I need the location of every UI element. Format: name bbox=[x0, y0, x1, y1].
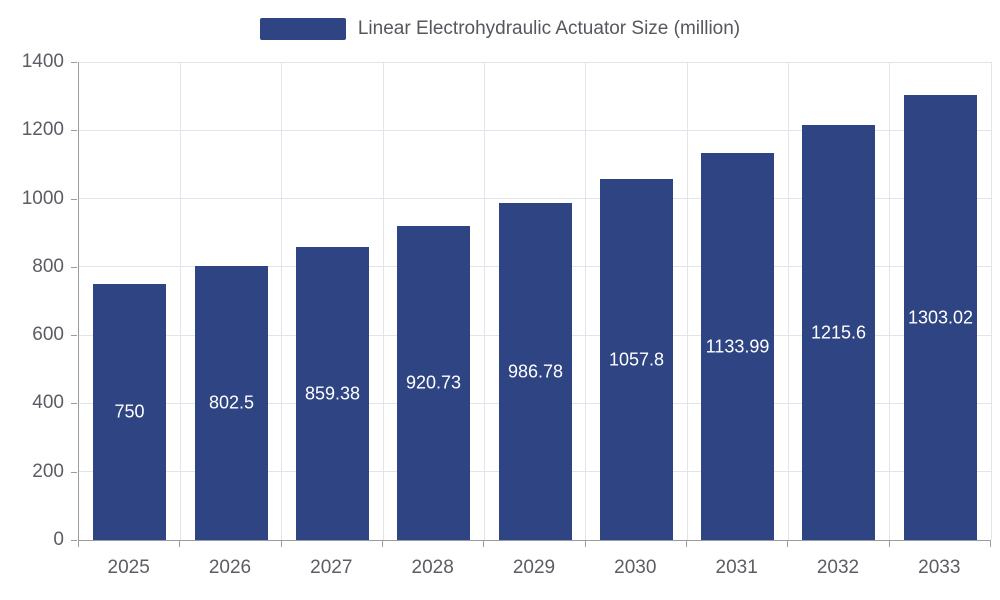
gridline-vertical bbox=[281, 62, 283, 540]
bar-2025[interactable]: 750 bbox=[93, 284, 166, 540]
plot-area: 750 802.5 859.38 920.73 986.78 1057.8 1133.99 1… bbox=[78, 61, 992, 541]
gridline-vertical bbox=[585, 62, 587, 540]
legend-label: Linear Electrohydraulic Actuator Size (m… bbox=[357, 18, 741, 39]
x-axis-label: 2028 bbox=[411, 557, 454, 578]
bar-value-label: 986.78 bbox=[507, 361, 564, 381]
y-axis-tick bbox=[71, 403, 77, 405]
bar-2026[interactable]: 802.5 bbox=[195, 266, 268, 540]
x-axis-label: 2025 bbox=[107, 557, 150, 578]
bar-2032[interactable]: 1215.6 bbox=[802, 125, 875, 540]
x-axis-label: 2027 bbox=[310, 557, 353, 578]
y-axis-tick bbox=[71, 198, 77, 200]
y-axis-tick-label: 800 bbox=[32, 255, 64, 277]
x-axis-label: 2030 bbox=[614, 557, 657, 578]
y-axis-tick-label: 0 bbox=[53, 529, 64, 550]
bar-2030[interactable]: 1057.8 bbox=[600, 179, 673, 540]
y-axis-tick bbox=[71, 130, 77, 132]
y-axis-tick-label: 600 bbox=[32, 324, 64, 346]
gridline-vertical bbox=[686, 62, 688, 540]
x-axis-tick bbox=[179, 541, 181, 547]
bar-2029[interactable]: 986.78 bbox=[499, 203, 572, 540]
bar-2033[interactable]: 1303.02 bbox=[904, 95, 977, 540]
x-axis-tick bbox=[888, 541, 890, 547]
bar-value-label: 1303.02 bbox=[907, 307, 974, 327]
y-axis-tick bbox=[71, 266, 77, 268]
gridline-horizontal bbox=[79, 61, 991, 63]
gridline-vertical bbox=[990, 62, 992, 540]
x-axis-tick bbox=[78, 541, 79, 547]
x-axis-label: 2033 bbox=[918, 557, 961, 578]
gridline-vertical bbox=[787, 62, 789, 540]
legend-swatch bbox=[259, 18, 346, 40]
bar-2031[interactable]: 1133.99 bbox=[701, 153, 774, 540]
y-axis-tick-label: 1200 bbox=[21, 119, 64, 141]
y-axis-tick bbox=[71, 471, 77, 473]
y-axis-tick-label: 200 bbox=[32, 460, 64, 482]
y-axis-tick bbox=[71, 62, 77, 63]
x-axis-label: 2026 bbox=[208, 557, 252, 578]
gridline-horizontal bbox=[79, 198, 991, 200]
x-axis-tick bbox=[382, 541, 383, 547]
x-axis-label: 2032 bbox=[816, 557, 860, 578]
bar-value-label: 802.5 bbox=[208, 392, 255, 413]
y-axis-tick-label: 1000 bbox=[21, 187, 64, 209]
legend-item[interactable]: Linear Electrohydraulic Actuator Size (m… bbox=[259, 18, 741, 40]
bar-2027[interactable]: 859.38 bbox=[296, 247, 369, 540]
bar-value-label: 1133.99 bbox=[705, 336, 770, 356]
x-axis-label: 2031 bbox=[715, 557, 758, 578]
y-axis-tick bbox=[71, 335, 77, 337]
gridline-vertical bbox=[382, 62, 384, 540]
x-axis-label: 2029 bbox=[512, 557, 556, 578]
gridline-horizontal bbox=[79, 129, 991, 131]
x-axis-tick bbox=[584, 541, 586, 547]
gridline-vertical bbox=[179, 62, 181, 540]
bar-2028[interactable]: 920.73 bbox=[397, 226, 470, 540]
y-axis-tick-label: 400 bbox=[32, 392, 64, 414]
legend: Linear Electrohydraulic Actuator Size (m… bbox=[0, 18, 1000, 40]
y-axis-tick bbox=[71, 540, 77, 541]
gridline-vertical bbox=[483, 62, 485, 540]
gridline-vertical bbox=[889, 62, 891, 540]
bar-value-label: 750 bbox=[114, 401, 145, 422]
bar-value-label: 1215.6 bbox=[810, 322, 867, 342]
y-axis-tick-label: 1400 bbox=[21, 51, 64, 72]
x-axis-tick bbox=[483, 541, 485, 547]
bar-value-label: 1057.8 bbox=[608, 349, 665, 369]
x-axis-tick bbox=[990, 541, 991, 547]
x-axis-tick bbox=[686, 541, 687, 547]
x-axis-tick bbox=[280, 541, 282, 547]
bar-value-label: 920.73 bbox=[405, 372, 462, 393]
x-axis-tick bbox=[787, 541, 789, 547]
bar-value-label: 859.38 bbox=[304, 383, 361, 403]
